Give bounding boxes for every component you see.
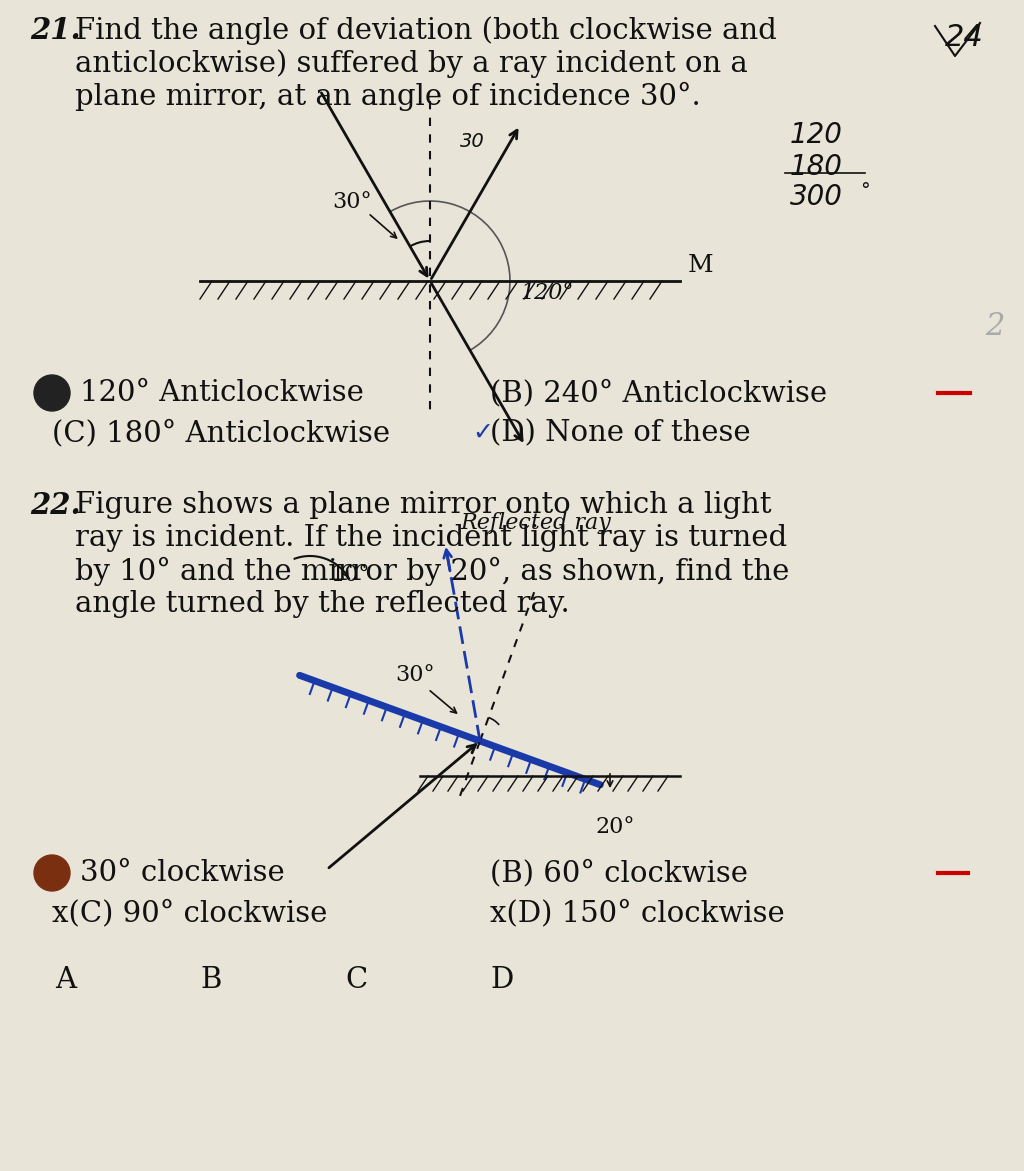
Text: (C) 180° Anticlockwise: (C) 180° Anticlockwise <box>52 419 390 447</box>
Text: 180: 180 <box>790 153 843 182</box>
Text: x(D) 150° clockwise: x(D) 150° clockwise <box>490 899 784 927</box>
Circle shape <box>34 855 70 891</box>
Text: by 10° and the mirror by 20°, as shown, find the: by 10° and the mirror by 20°, as shown, … <box>75 557 790 587</box>
Text: 21.: 21. <box>30 16 81 44</box>
Circle shape <box>34 375 70 411</box>
Text: 120: 120 <box>790 121 843 149</box>
Text: C: C <box>345 966 368 994</box>
Text: 30: 30 <box>460 132 484 151</box>
Text: 30° clockwise: 30° clockwise <box>80 860 285 886</box>
Text: 300: 300 <box>790 183 843 211</box>
Text: A: A <box>55 966 76 994</box>
Text: 30°: 30° <box>395 664 435 686</box>
Text: M: M <box>688 254 714 278</box>
Text: B: B <box>200 966 221 994</box>
Text: 24: 24 <box>945 23 984 52</box>
Text: ray is incident. If the incident light ray is turned: ray is incident. If the incident light r… <box>75 523 787 552</box>
Text: 2: 2 <box>985 311 1005 342</box>
Text: 20°: 20° <box>595 816 635 838</box>
Text: Find the angle of deviation (both clockwise and: Find the angle of deviation (both clockw… <box>75 16 777 44</box>
Text: angle turned by the reflected ray.: angle turned by the reflected ray. <box>75 590 569 618</box>
Text: 120° Anticlockwise: 120° Anticlockwise <box>80 379 364 408</box>
Text: 22.: 22. <box>30 491 81 520</box>
Text: (B) 240° Anticlockwise: (B) 240° Anticlockwise <box>490 379 827 408</box>
Text: Figure shows a plane mirror onto which a light: Figure shows a plane mirror onto which a… <box>75 491 771 519</box>
Text: °: ° <box>860 182 869 200</box>
Text: plane mirror, at an angle of incidence 30°.: plane mirror, at an angle of incidence 3… <box>75 82 700 111</box>
Text: D: D <box>490 966 513 994</box>
Text: ✓: ✓ <box>472 422 493 445</box>
Text: 30°: 30° <box>332 191 372 213</box>
Text: 120°: 120° <box>520 282 573 304</box>
Text: x(C) 90° clockwise: x(C) 90° clockwise <box>52 899 328 927</box>
Text: Reflected ray: Reflected ray <box>460 512 611 534</box>
Text: (D) None of these: (D) None of these <box>490 419 751 447</box>
Text: 10°: 10° <box>330 564 370 586</box>
Text: anticlockwise) suffered by a ray incident on a: anticlockwise) suffered by a ray inciden… <box>75 49 748 77</box>
Text: (B) 60° clockwise: (B) 60° clockwise <box>490 860 748 886</box>
